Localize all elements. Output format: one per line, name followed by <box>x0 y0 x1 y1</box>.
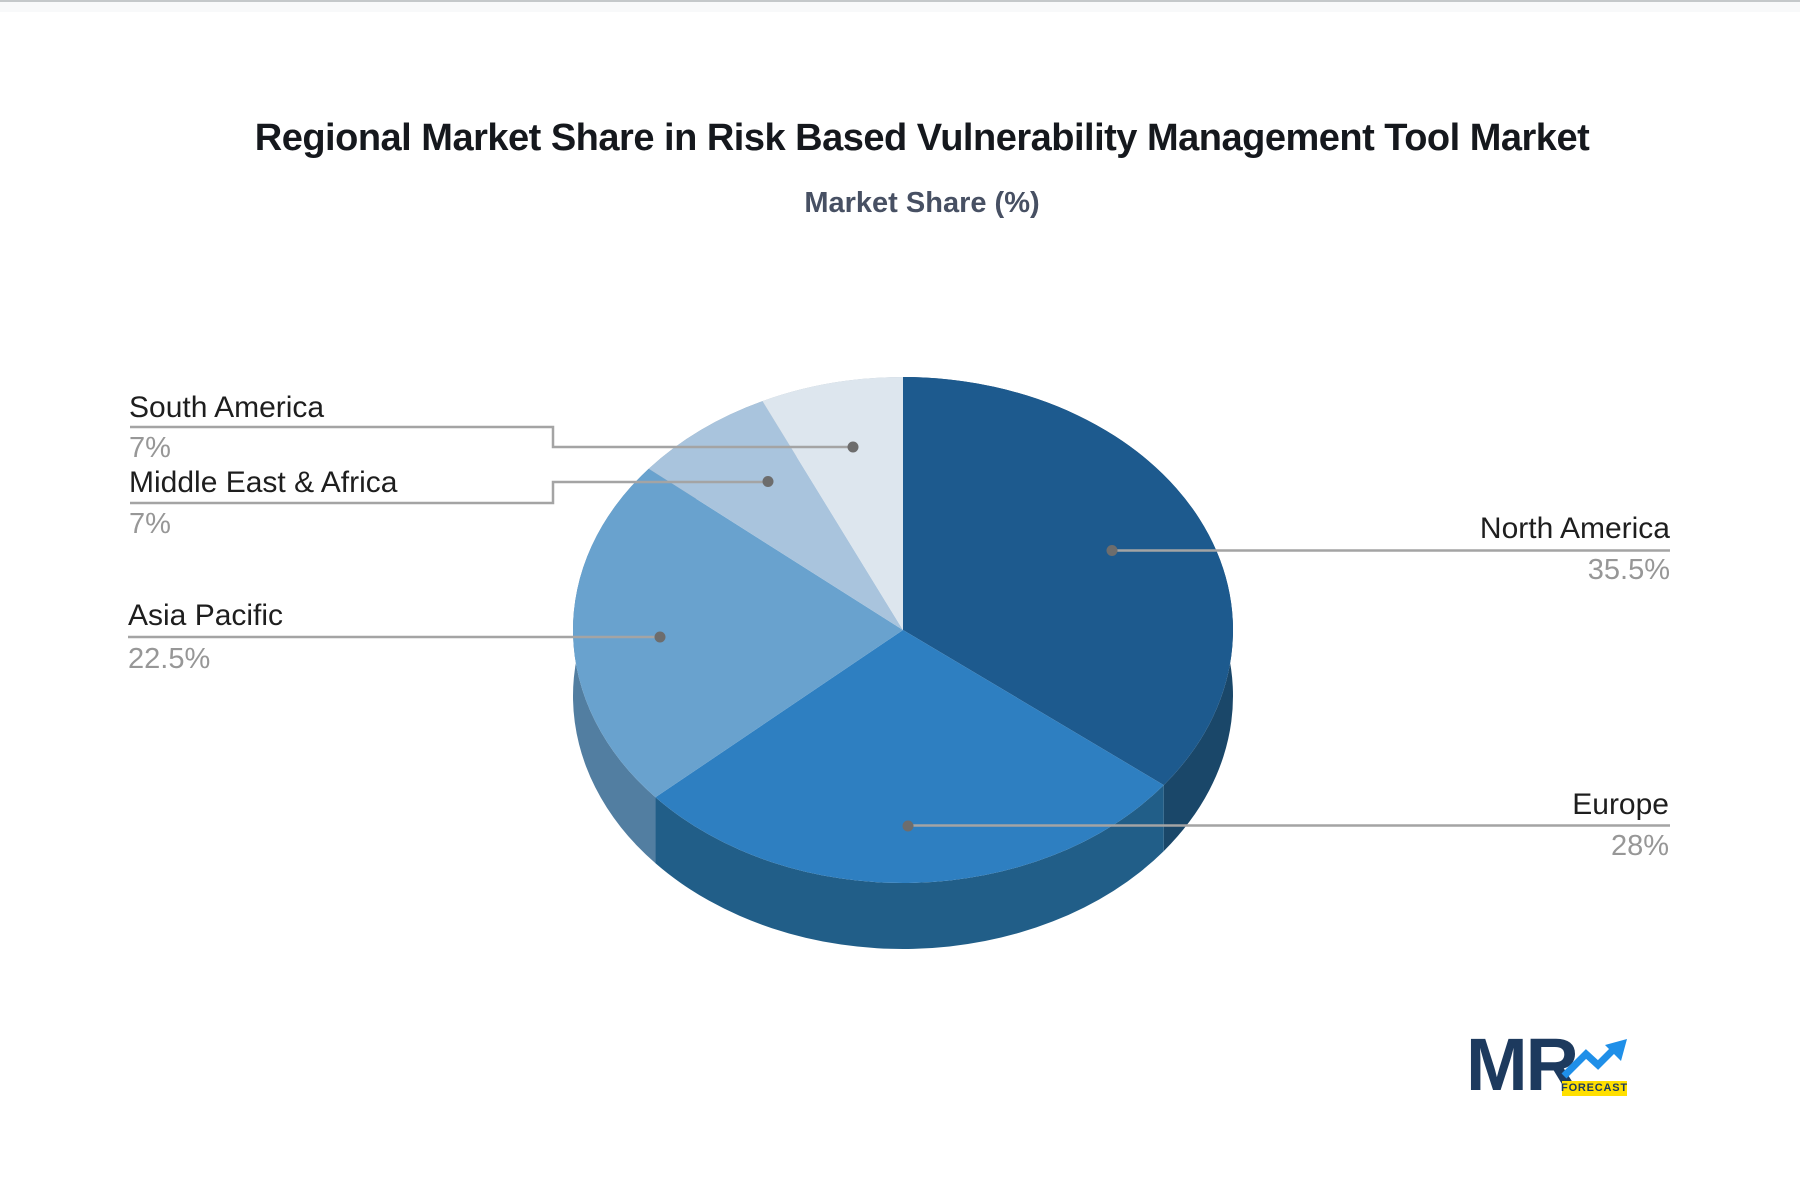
pie-slice-europe[interactable] <box>655 630 1164 884</box>
leader-dot-middle-east-africa <box>762 476 774 487</box>
slice-label-north-america: North America <box>1479 512 1670 545</box>
leader-dot-europe <box>902 820 914 832</box>
leader-dot-north-america <box>1106 545 1118 556</box>
logo-badge-text: FORECAST <box>1561 1082 1628 1094</box>
pie-slice-middle-east-africa[interactable] <box>648 401 903 630</box>
chart-title: Regional Market Share in Risk Based Vuln… <box>254 117 1590 159</box>
slice-label-south-america: South America <box>129 391 325 424</box>
slice-value-south-america: 7% <box>129 432 171 464</box>
pie-slice-south-america[interactable] <box>762 377 903 630</box>
trend-arrow-icon <box>1561 1039 1627 1079</box>
leader-dot-asia-pacific <box>654 631 666 643</box>
slice-label-asia-pacific: Asia Pacific <box>128 599 284 632</box>
pie-slice-north-america[interactable] <box>903 377 1234 786</box>
logo-forecast-badge: FORECAST <box>1561 1081 1628 1096</box>
slice-label-europe: Europe <box>1572 788 1669 821</box>
chart-subtitle: Market Share (%) <box>804 187 1040 219</box>
slice-value-europe: 28% <box>1610 830 1669 862</box>
leader-dot-south-america <box>847 441 859 453</box>
slice-label-middle-east-africa: Middle East & Africa <box>129 466 398 499</box>
slice-value-middle-east-africa: 7% <box>129 508 171 540</box>
pie-slice-asia-pacific[interactable] <box>572 468 903 798</box>
pie-slice-side-europe <box>655 785 1164 950</box>
slice-value-north-america: 35.5% <box>1587 554 1670 586</box>
slice-value-asia-pacific: 22.5% <box>128 643 211 675</box>
leader-line-south-america <box>130 425 853 449</box>
leader-line-middle-east-africa <box>130 480 768 505</box>
leader-lines <box>128 425 1670 832</box>
logo-text: MR <box>1466 1023 1579 1106</box>
logo: MR FORECAST <box>1466 1028 1646 1108</box>
pie-slices <box>572 377 1234 884</box>
window-top-edge <box>0 0 1800 12</box>
